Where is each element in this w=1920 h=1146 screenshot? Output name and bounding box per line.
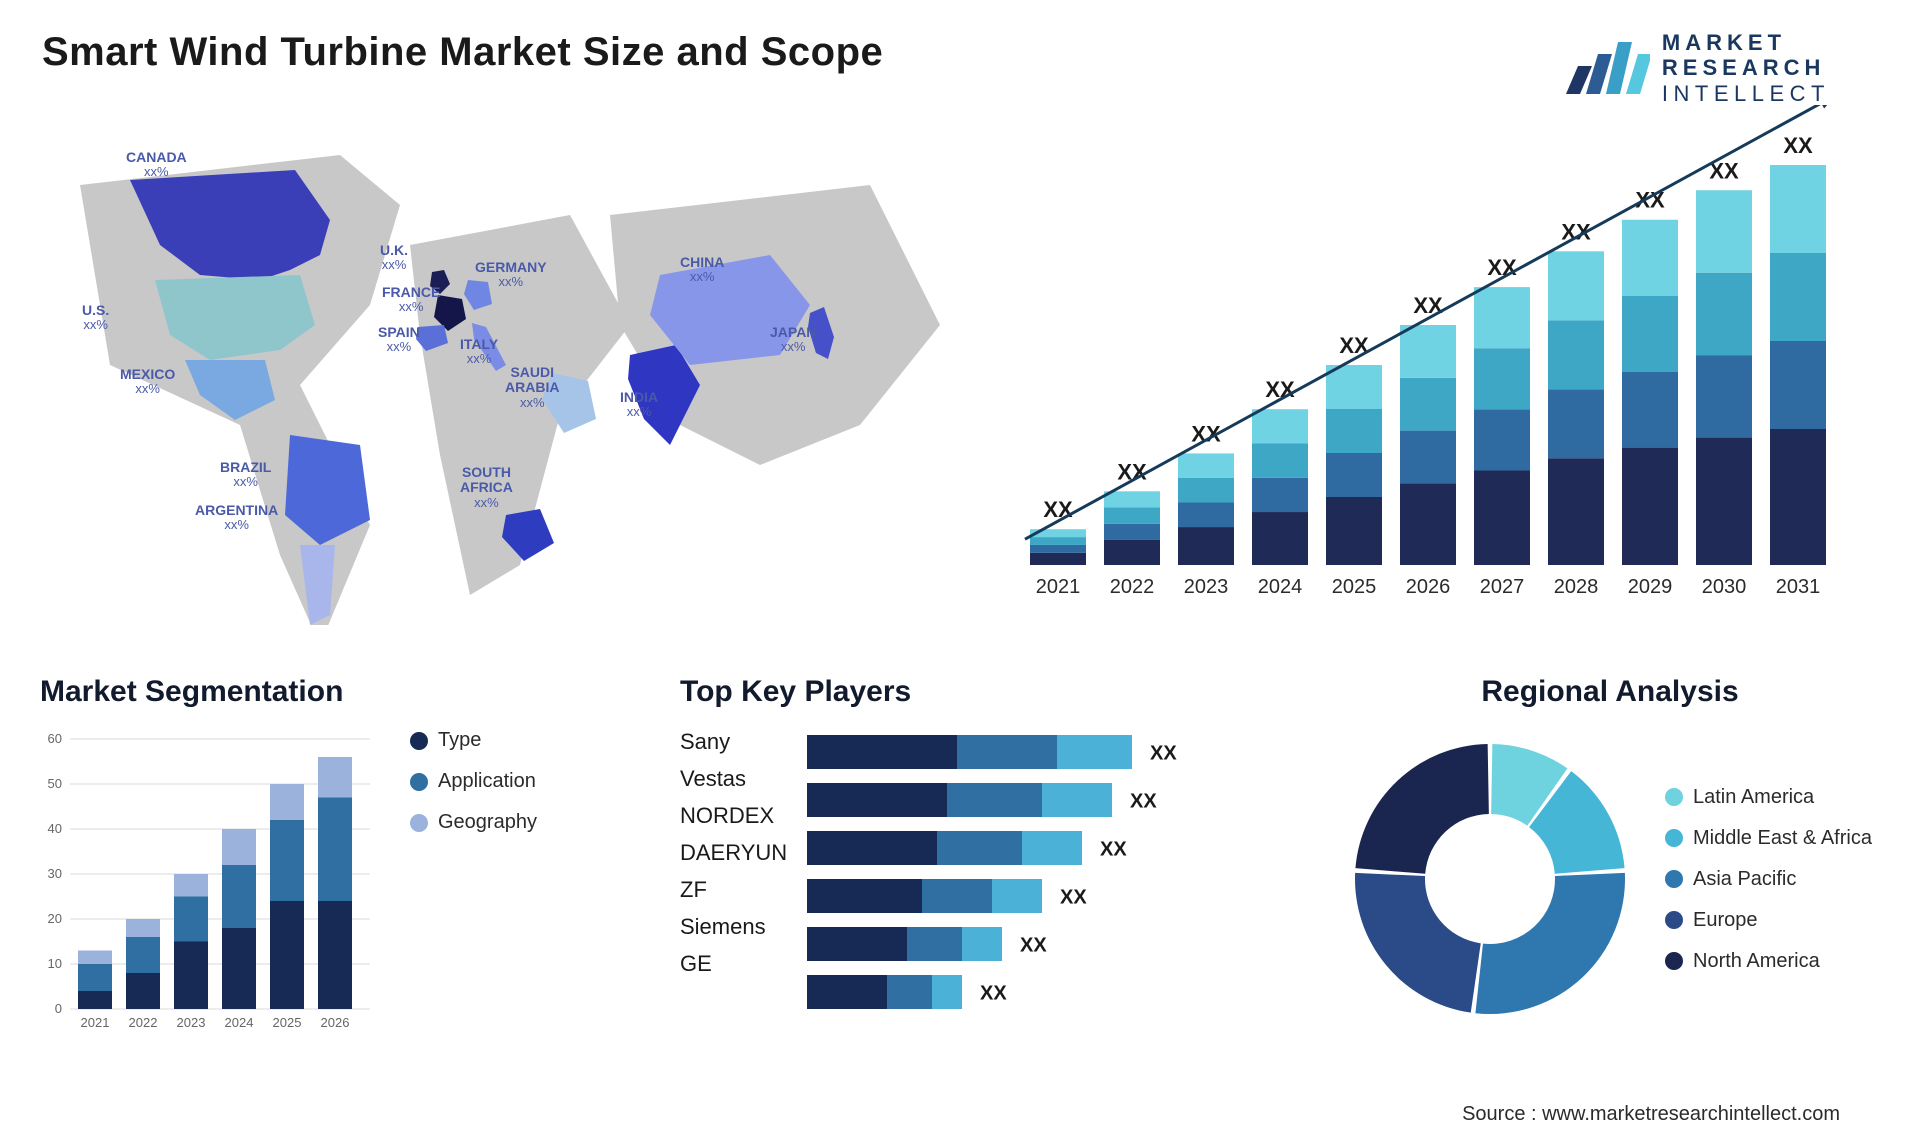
svg-text:2021: 2021 (81, 1015, 110, 1029)
players-bar-chart: XX XX XX XX XX XX (807, 729, 1237, 1029)
svg-text:XX: XX (1060, 886, 1087, 908)
svg-text:2031: 2031 (1776, 576, 1821, 598)
svg-text:2026: 2026 (1406, 576, 1451, 598)
logo-line3: INTELLECT (1662, 81, 1830, 106)
players-title: Top Key Players (680, 675, 1310, 709)
map-label-china: CHINAxx% (680, 255, 724, 285)
svg-text:XX: XX (980, 982, 1007, 1004)
segmentation-chart: 0 10 20 30 40 50 60 2021 2022 2023 2024 2025 2026 (40, 729, 380, 1029)
svg-text:2027: 2027 (1480, 576, 1525, 598)
svg-text:2022: 2022 (129, 1015, 158, 1029)
svg-text:2030: 2030 (1702, 576, 1747, 598)
brand-logo: MARKET RESEARCH INTELLECT (1560, 30, 1830, 106)
seg-legend-type: Type (410, 729, 537, 752)
annual-chart-panel: 2021XX2022XX2023XX2024XX2025XX2026XX2027… (1010, 105, 1880, 635)
segmentation-title: Market Segmentation (40, 675, 650, 709)
map-label-u-s-: U.S.xx% (82, 303, 109, 333)
player-vestas: Vestas (680, 766, 787, 792)
svg-text:2026: 2026 (321, 1015, 350, 1029)
map-label-brazil: BRAZILxx% (220, 460, 271, 490)
map-label-mexico: MEXICOxx% (120, 367, 175, 397)
svg-text:50: 50 (48, 776, 62, 791)
svg-text:XX: XX (1150, 742, 1177, 764)
annual-bar-chart: 2021XX2022XX2023XX2024XX2025XX2026XX2027… (1010, 105, 1870, 605)
seg-legend-geography: Geography (410, 811, 537, 834)
svg-text:XX: XX (1043, 497, 1073, 522)
map-label-canada: CANADAxx% (126, 150, 187, 180)
svg-text:10: 10 (48, 956, 62, 971)
map-label-u-k-: U.K.xx% (380, 243, 408, 273)
player-zf: ZF (680, 877, 787, 903)
source-text: Source : www.marketresearchintellect.com (1462, 1103, 1840, 1126)
map-label-germany: GERMANYxx% (475, 260, 547, 290)
world-map-panel: CANADAxx% U.S.xx% MEXICOxx% BRAZILxx% ARGENT… (40, 125, 960, 635)
map-label-spain: SPAINxx% (378, 325, 420, 355)
map-label-japan: JAPANxx% (770, 325, 816, 355)
segmentation-legend: Type Application Geography (410, 729, 537, 834)
player-nordex: NORDEX (680, 803, 787, 829)
players-list: Sany Vestas NORDEX DAERYUN ZF Siemens GE (680, 729, 787, 1029)
map-label-saudi-arabia: SAUDIARABIAxx% (505, 365, 559, 410)
region-legend-middle-east-africa: Middle East & Africa (1665, 827, 1872, 850)
map-label-france: FRANCExx% (382, 285, 440, 315)
svg-text:2024: 2024 (225, 1015, 254, 1029)
svg-text:2023: 2023 (1184, 576, 1229, 598)
svg-text:2022: 2022 (1110, 576, 1155, 598)
svg-text:2025: 2025 (1332, 576, 1377, 598)
regional-legend: Latin America Middle East & Africa Asia Pa… (1665, 786, 1872, 973)
player-daeryun: DAERYUN (680, 840, 787, 866)
segmentation-panel: Market Segmentation 0 10 20 30 40 50 60 2021 202… (40, 675, 650, 1029)
map-label-italy: ITALYxx% (460, 337, 498, 367)
players-panel: Top Key Players Sany Vestas NORDEX DAERYUN Z… (680, 675, 1310, 1029)
svg-text:XX: XX (1130, 790, 1157, 812)
region-legend-latin-america: Latin America (1665, 786, 1872, 809)
svg-text:40: 40 (48, 821, 62, 836)
svg-text:XX: XX (1020, 934, 1047, 956)
svg-text:2025: 2025 (273, 1015, 302, 1029)
svg-text:30: 30 (48, 866, 62, 881)
svg-text:20: 20 (48, 911, 62, 926)
world-map-icon (40, 125, 960, 625)
regional-title: Regional Analysis (1340, 675, 1880, 709)
svg-text:2023: 2023 (177, 1015, 206, 1029)
player-sany: Sany (680, 729, 787, 755)
svg-text:XX: XX (1100, 838, 1127, 860)
map-label-argentina: ARGENTINAxx% (195, 503, 278, 533)
svg-text:2021: 2021 (1036, 576, 1081, 598)
region-legend-europe: Europe (1665, 909, 1872, 932)
region-legend-north-america: North America (1665, 950, 1872, 973)
map-region-argentina (300, 545, 335, 625)
map-label-india: INDIAxx% (620, 390, 658, 420)
svg-text:0: 0 (55, 1001, 62, 1016)
player-ge: GE (680, 951, 787, 977)
logo-line2: RESEARCH (1662, 55, 1830, 80)
logo-line1: MARKET (1662, 30, 1830, 55)
regional-donut-chart (1340, 729, 1640, 1029)
svg-text:2028: 2028 (1554, 576, 1599, 598)
regional-panel: Regional Analysis Latin America Middle Ea… (1340, 675, 1880, 1029)
seg-legend-application: Application (410, 770, 537, 793)
svg-text:60: 60 (48, 731, 62, 746)
logo-bars-icon (1560, 38, 1650, 98)
player-siemens: Siemens (680, 914, 787, 940)
map-label-south-africa: SOUTHAFRICAxx% (460, 465, 513, 510)
svg-text:2029: 2029 (1628, 576, 1673, 598)
svg-text:XX: XX (1783, 133, 1813, 158)
svg-text:2024: 2024 (1258, 576, 1303, 598)
region-legend-asia-pacific: Asia Pacific (1665, 868, 1872, 891)
